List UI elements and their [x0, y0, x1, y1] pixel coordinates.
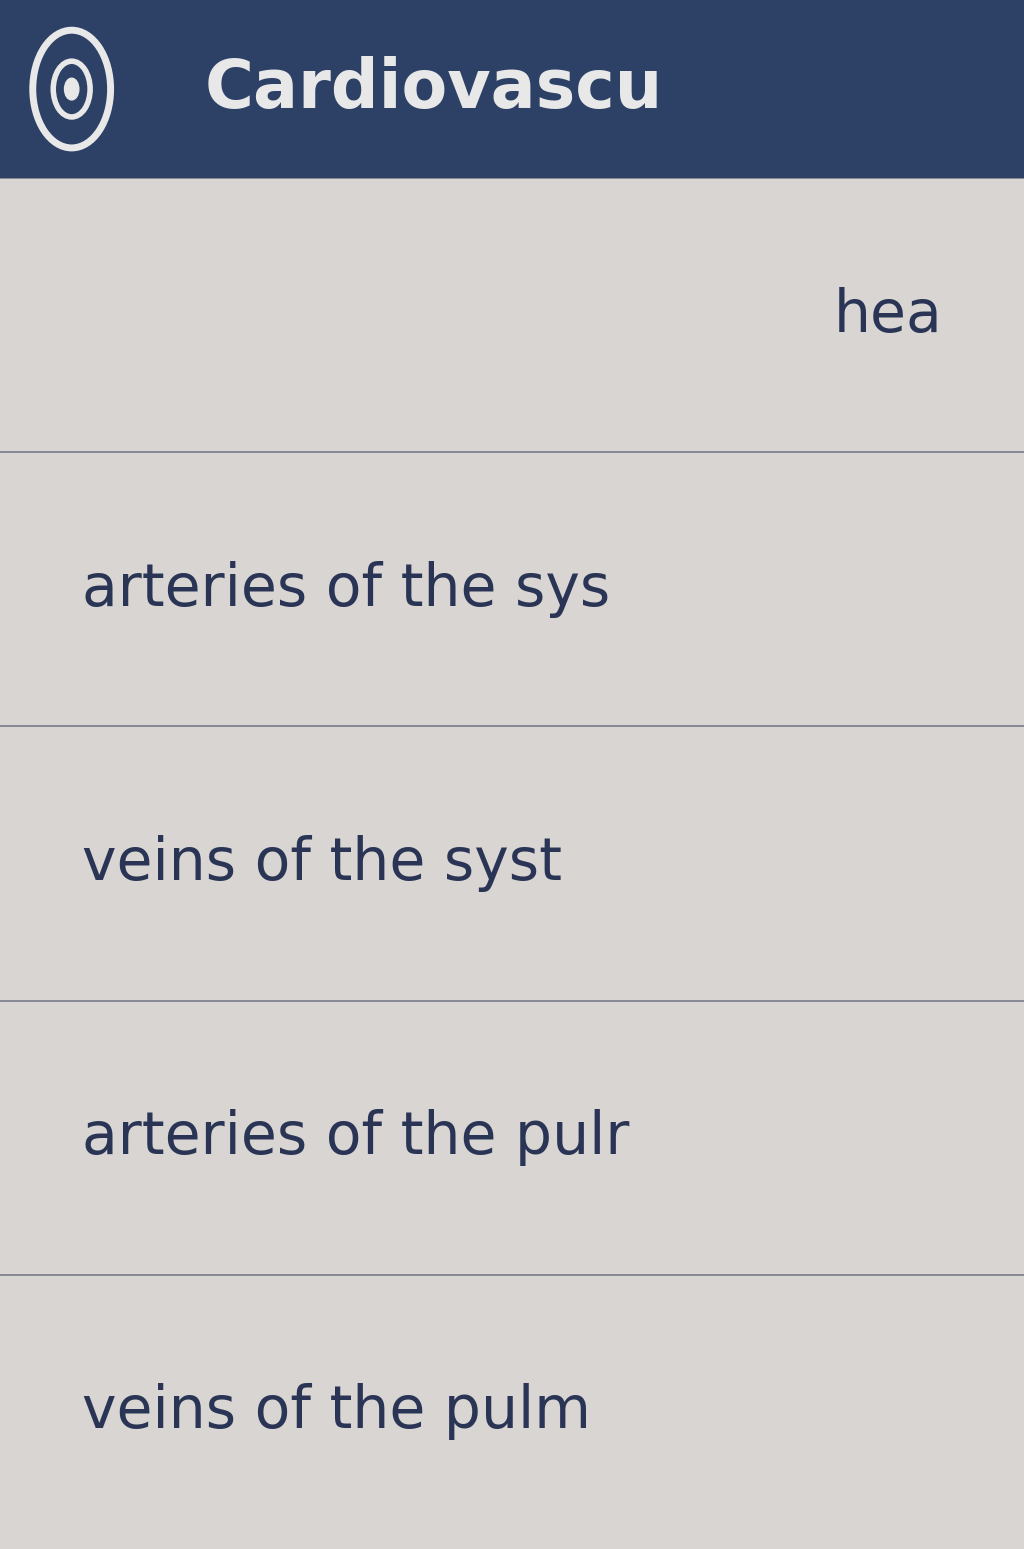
Circle shape — [65, 77, 79, 99]
Text: arteries of the sys: arteries of the sys — [82, 561, 610, 618]
FancyBboxPatch shape — [0, 0, 1024, 178]
Text: hea: hea — [834, 287, 942, 344]
Text: veins of the syst: veins of the syst — [82, 835, 562, 892]
Text: Cardiovascu: Cardiovascu — [205, 56, 664, 122]
Text: arteries of the pulr: arteries of the pulr — [82, 1109, 630, 1166]
Text: veins of the pulm: veins of the pulm — [82, 1383, 591, 1441]
